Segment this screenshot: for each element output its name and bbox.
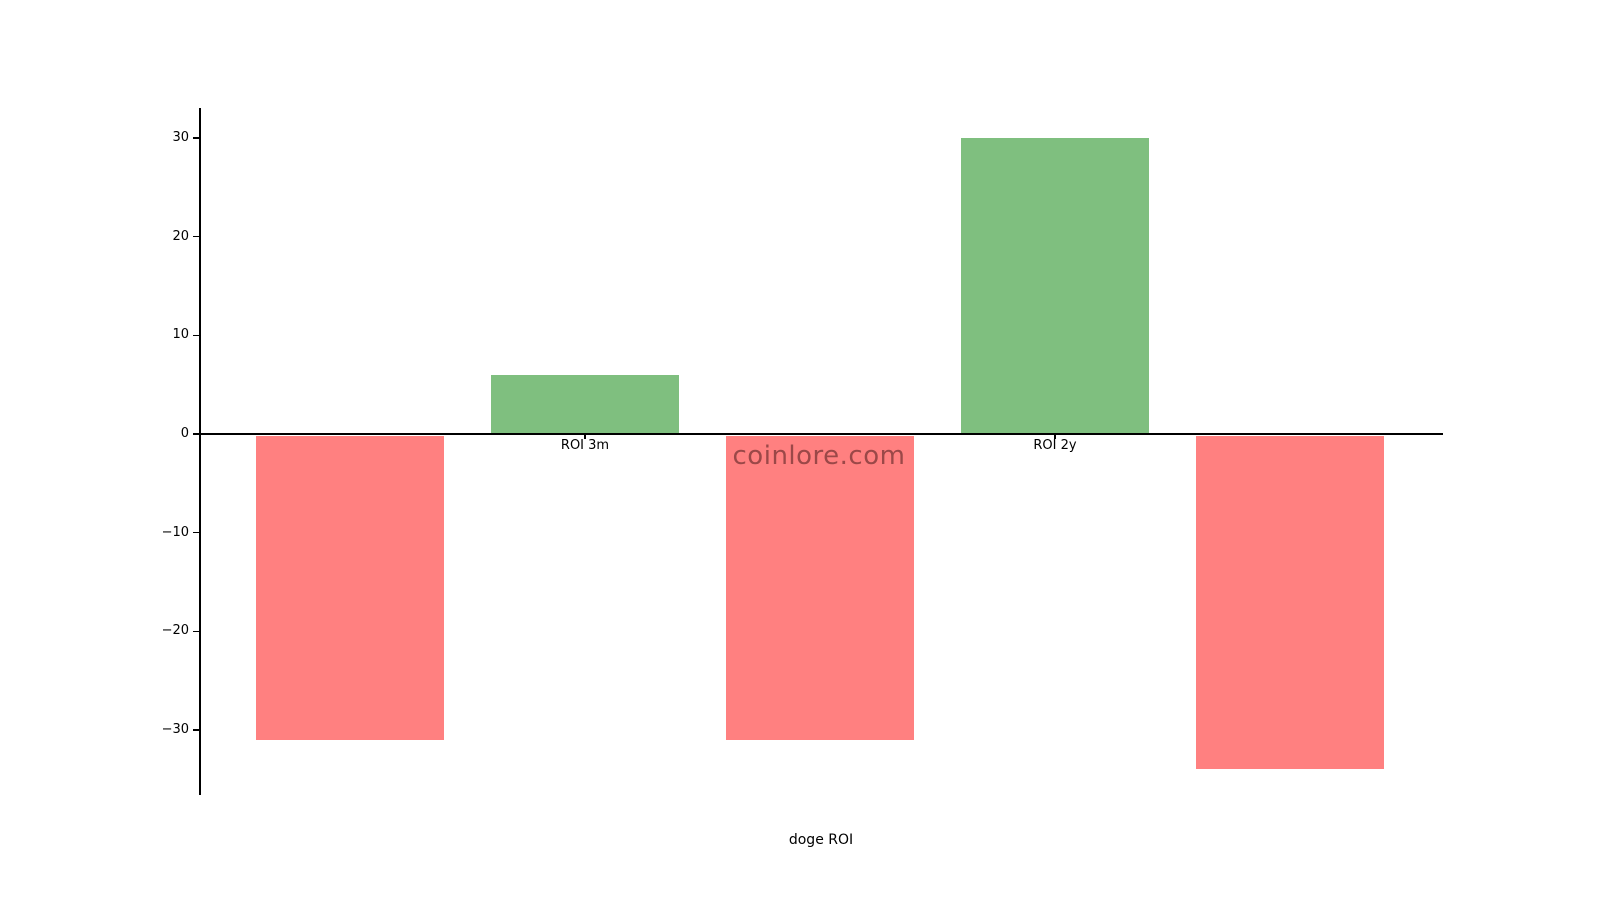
y-tick-label: −30 (161, 722, 189, 737)
bar-roi-3m (491, 374, 679, 434)
x-tick-mark (584, 434, 586, 439)
x-axis-title: doge ROI (788, 832, 854, 848)
x-axis-zero-line (199, 433, 1443, 435)
y-tick-mark (193, 630, 200, 633)
watermark-text: coinlore.com (732, 441, 906, 471)
y-tick-label: 10 (172, 327, 189, 343)
x-tick-label: ROI 3m (560, 438, 610, 453)
y-tick-label: 0 (180, 426, 189, 441)
y-axis-spine (199, 108, 201, 795)
y-tick-mark (193, 235, 200, 238)
y-tick-label: 30 (172, 129, 189, 145)
y-tick-mark (193, 334, 200, 337)
y-tick-mark (193, 729, 200, 731)
y-tick-mark (193, 531, 200, 534)
y-tick-label: 20 (172, 228, 189, 244)
y-tick-mark (193, 137, 200, 139)
y-tick-label: −10 (161, 524, 189, 540)
y-tick-label: −20 (161, 623, 189, 639)
bar-roi-2y (961, 137, 1149, 434)
bar-unlabeled-1 (256, 435, 444, 740)
bar-unlabeled-5 (1196, 435, 1384, 770)
y-tick-mark (193, 433, 200, 435)
x-tick-mark (1054, 434, 1056, 439)
bar-unlabeled-3 (726, 435, 914, 740)
x-tick-label: ROI 2y (1033, 438, 1077, 453)
